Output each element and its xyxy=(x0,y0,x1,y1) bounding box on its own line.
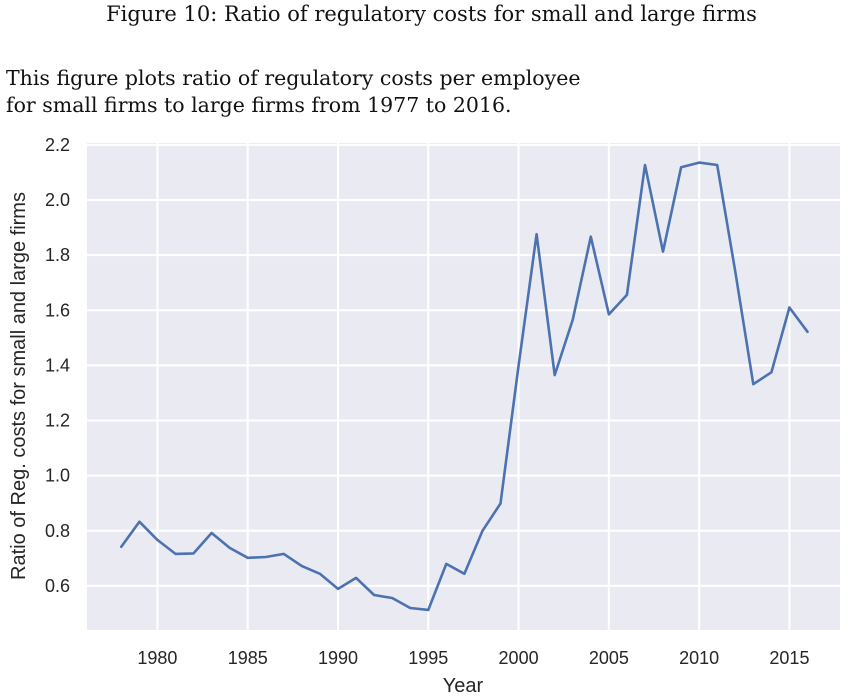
x-axis-label: Year xyxy=(443,675,484,697)
series-line xyxy=(120,161,809,612)
y-tick-label: 1.8 xyxy=(45,245,70,265)
x-tick-label: 2000 xyxy=(499,648,539,668)
caption-line: This figure plots ratio of regulatory co… xyxy=(6,66,581,90)
y-tick-label: 1.0 xyxy=(45,466,70,486)
y-tick-label: 1.4 xyxy=(45,355,70,375)
x-tick-label: 1985 xyxy=(228,648,268,668)
x-tick-label: 2010 xyxy=(679,648,719,668)
y-tick-label: 0.8 xyxy=(45,521,70,541)
y-tick-label: 0.6 xyxy=(45,576,70,596)
figure-caption: This figure plots ratio of regulatory co… xyxy=(6,65,580,119)
y-tick-label: 2.2 xyxy=(45,135,70,155)
y-tick-label: 1.2 xyxy=(45,411,70,431)
x-tick-label: 1990 xyxy=(318,648,358,668)
figure-title: Figure 10: Ratio of regulatory costs for… xyxy=(106,2,757,26)
x-tick-label: 2005 xyxy=(589,648,629,668)
y-gridlines xyxy=(87,143,840,587)
y-tick-label: 1.6 xyxy=(45,300,70,320)
x-tick-label: 1995 xyxy=(408,648,448,668)
y-tick-label: 2.0 xyxy=(45,190,70,210)
x-tick-label: 2015 xyxy=(769,648,809,668)
y-tick-labels: 0.6 0.8 1.0 1.2 1.4 1.6 1.8 2.0 2.2 xyxy=(45,135,70,596)
plot-area xyxy=(87,143,840,630)
caption-line: for small firms to large firms from 1977… xyxy=(6,93,512,117)
x-tick-label: 1980 xyxy=(137,648,177,668)
series-group xyxy=(120,161,809,612)
x-gridlines xyxy=(156,143,791,630)
x-tick-labels: 1980 1985 1990 1995 2000 2005 2010 2015 xyxy=(137,648,809,668)
y-axis-label: Ratio of Reg. costs for small and large … xyxy=(8,192,30,580)
